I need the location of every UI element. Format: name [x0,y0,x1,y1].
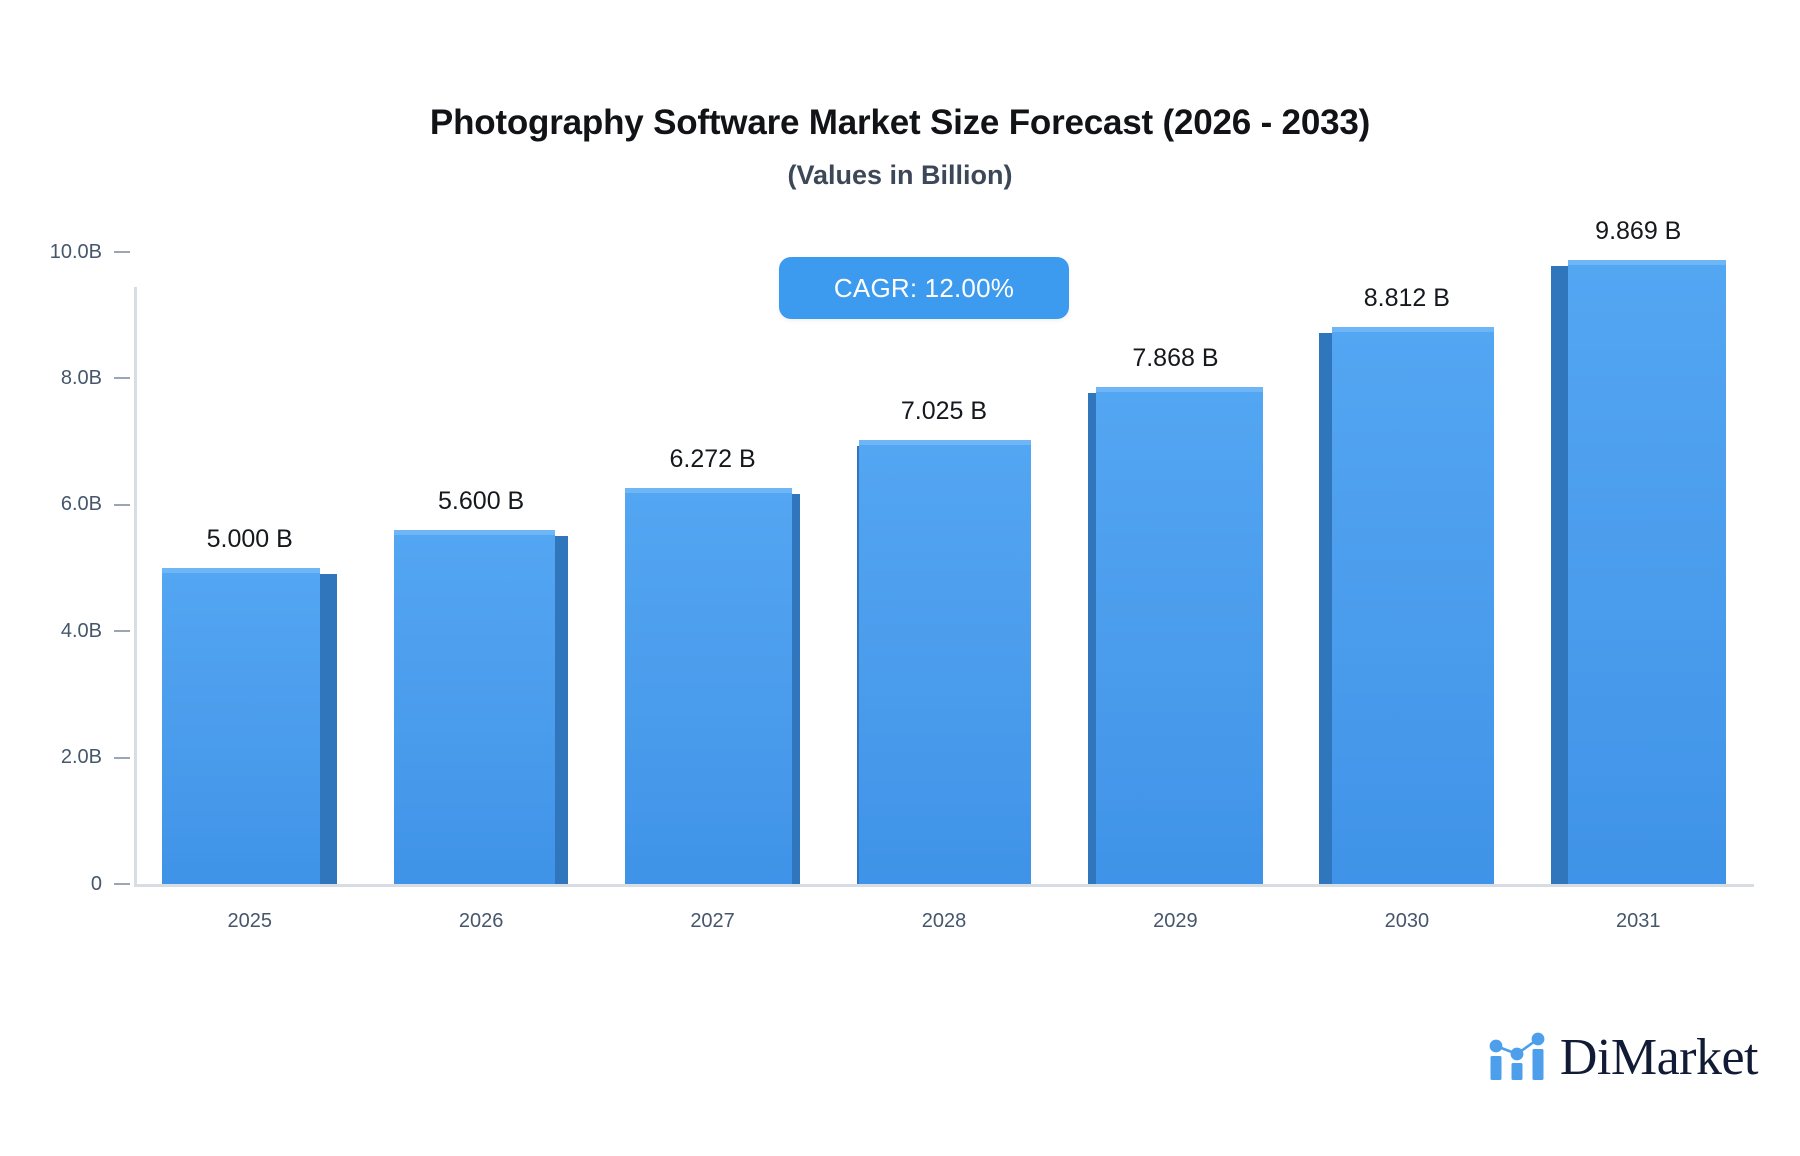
bar-2030: 8.812 B 2030 [1319,284,1495,932]
bar-2025: 5.000 B 2025 [162,525,338,932]
x-axis-label-2026: 2026 [458,910,504,932]
y-axis-tick: 0 [0,873,130,895]
bar-value-label: 6.272 B [669,444,756,473]
bar-top-bevel [1096,386,1263,392]
y-axis-tick: 2.0B [0,746,130,769]
chart-subtitle: (Values in Billion) [787,159,1013,190]
bar-value-label: 8.812 B [1363,284,1450,313]
bars-layer: 5.000 B 2025 5.600 B 2026 6.272 B 2027 7.025 B… [162,217,1726,932]
bar-front-face [858,440,1032,884]
brand-logo: DiMarket [1488,1029,1759,1087]
bar-shape [393,530,569,884]
bar-front-face [162,568,321,884]
y-axis-tick-label: 4.0B [60,619,102,642]
plot-area: 10.0B 8.0B 6.0B 4.0B 2.0B 0 5.000 B 2025 5.600 … [0,217,1754,932]
bar-side-face [791,493,800,884]
bar-top-bevel [1332,327,1495,333]
x-axis-label-2029: 2029 [1153,910,1198,932]
chart-header: Photography Software Market Size Forecas… [0,0,1800,190]
bar-2029: 7.868 B 2029 [1088,344,1263,932]
bar-value-label: 9.869 B [1595,217,1682,246]
bar-side-face [1550,266,1568,884]
y-axis-tick-label: 0 [90,872,102,895]
y-axis-tick-mark [114,630,130,633]
bar-front-face [625,487,792,884]
bar-value-label: 5.600 B [438,487,525,516]
y-axis-tick-mark [114,251,130,253]
x-axis-label-2028: 2028 [921,910,967,932]
bar-side-face [1319,333,1333,884]
y-axis-tick: 8.0B [0,367,130,389]
bar-chart-icon [1489,1032,1545,1080]
bar-2027: 6.272 B 2027 [625,445,800,932]
page-title: Photography Software Market Size Forecas… [429,103,1371,142]
x-axis-label-2025: 2025 [227,910,272,932]
bar-shape [625,487,800,884]
bar-2028: 7.025 B 2028 [856,397,1032,932]
bar-2026: 5.600 B 2026 [393,487,569,932]
bar-shape [1550,260,1726,884]
bar-shape [856,440,1032,884]
y-axis-tick-label: 6.0B [60,493,102,516]
bar-top-bevel [162,568,321,573]
bar-side-face [320,574,338,884]
bar-shape [162,568,338,884]
y-axis-tick-label: 10.0B [49,240,102,263]
y-axis-tick: 4.0B [0,620,130,642]
brand-name: DiMarket [1559,1029,1759,1087]
bar-shape [1319,327,1495,884]
y-axis-tick: 6.0B [0,493,130,516]
bar-front-face [1332,327,1495,884]
x-axis-line [134,884,1754,887]
bar-side-face [555,536,569,884]
bar-top-bevel [1567,260,1726,266]
cagr-badge: CAGR: 12.00% [779,257,1069,319]
bar-shape [1088,386,1263,884]
bar-front-face [1567,260,1726,884]
x-axis-label-2027: 2027 [690,910,735,932]
bar-value-label: 5.000 B [206,525,293,553]
bar-top-bevel [625,487,792,493]
bar-top-bevel [393,530,556,536]
y-axis-tick-mark [114,503,130,506]
y-axis-tick-mark [114,756,130,759]
y-axis-tick-label: 2.0B [60,746,102,769]
y-axis-tick-mark [114,377,130,380]
cagr-badge-label: CAGR: 12.00% [833,272,1015,303]
y-axis-tick-mark [114,883,130,885]
bar-value-label: 7.025 B [900,397,988,426]
bar-side-face [856,446,859,884]
bar-side-face [1088,392,1097,884]
bar-front-face [393,530,556,884]
y-axis-line [134,287,137,887]
bar-value-label: 7.868 B [1132,343,1219,372]
y-axis-tick: 10.0B [0,241,130,263]
bar-front-face [1096,386,1263,884]
y-axis-tick-label: 8.0B [60,366,102,389]
bar-top-bevel [858,440,1032,446]
bar-2031: 9.869 B 2031 [1550,217,1726,932]
x-axis-label-2031: 2031 [1616,910,1661,932]
x-axis-label-2030: 2030 [1384,910,1430,932]
